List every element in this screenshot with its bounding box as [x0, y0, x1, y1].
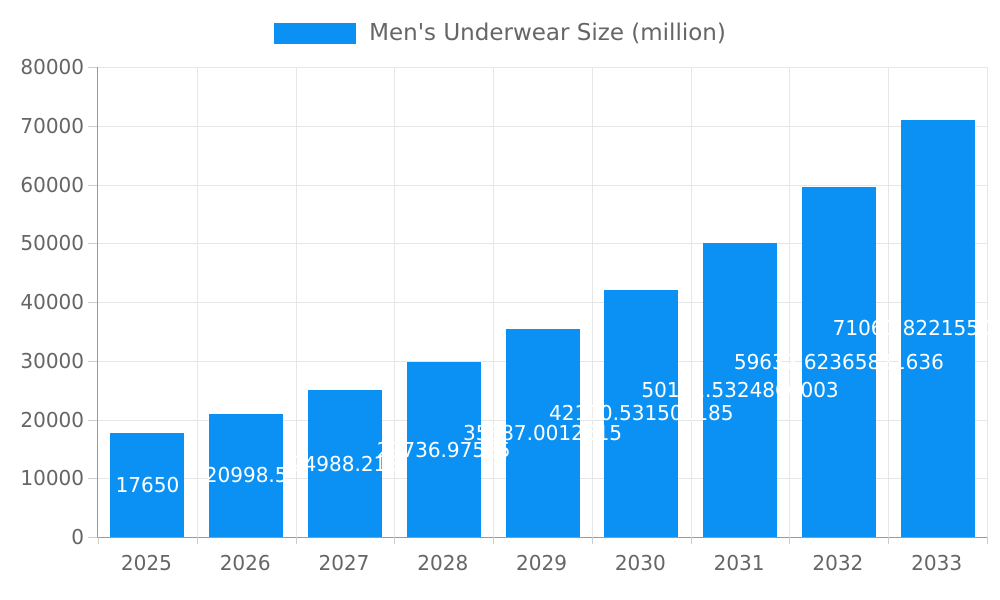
gridline-vertical [295, 67, 297, 537]
gridline-vertical [888, 67, 890, 537]
x-tick-mark [394, 537, 396, 544]
x-axis-tick-label: 2031 [713, 551, 765, 575]
bar-2029[interactable] [505, 329, 580, 537]
bar-2027[interactable] [307, 390, 382, 537]
gridline-vertical [690, 67, 692, 537]
y-axis-tick-label: 30000 [20, 348, 84, 373]
y-tick-mark [88, 478, 97, 480]
x-tick-mark [888, 537, 890, 544]
x-axis-tick-label: 2027 [318, 551, 370, 575]
gridline-vertical [394, 67, 396, 537]
y-tick-mark [88, 537, 97, 538]
gridline-vertical [196, 67, 198, 537]
y-axis-tick-label: 40000 [20, 290, 84, 314]
y-tick-mark [88, 67, 97, 68]
gridline-vertical [493, 67, 495, 537]
y-axis-tick-label: 20000 [20, 407, 84, 432]
y-tick-mark [88, 125, 97, 127]
x-axis-tick-label: 2029 [516, 551, 567, 575]
gridline-vertical [789, 67, 791, 537]
x-tick-mark [591, 537, 593, 544]
y-axis-tick-label: 60000 [20, 172, 84, 197]
x-axis-tick-label: 2028 [417, 551, 469, 575]
y-tick-mark [88, 419, 97, 421]
y-tick-mark [88, 184, 97, 186]
x-tick-mark [690, 537, 692, 544]
gridline-horizontal [98, 302, 987, 303]
gridline-horizontal [98, 184, 987, 186]
x-axis-tick-label: 2032 [812, 551, 864, 575]
bar-2025[interactable] [110, 433, 185, 537]
y-axis-tick-label: 0 [71, 525, 84, 549]
bar-2030[interactable] [604, 289, 679, 537]
y-axis-tick-label: 70000 [20, 113, 84, 138]
x-tick-mark [196, 537, 198, 544]
y-tick-mark [88, 360, 97, 362]
bar-2033[interactable] [900, 119, 975, 537]
y-tick-mark [88, 302, 97, 303]
y-tick-mark [88, 243, 97, 245]
bar-2028[interactable] [406, 362, 481, 537]
y-axis-tick-label: 10000 [20, 466, 84, 491]
bar-2031[interactable] [703, 242, 778, 537]
y-axis-tick-label: 50000 [20, 231, 84, 256]
plot-area: 17650 20998.5 24988.215 29736.97585 35387.00… [88, 67, 1000, 544]
gridline-horizontal [98, 125, 987, 127]
x-tick-mark [98, 537, 99, 544]
bar-2032[interactable] [801, 186, 876, 537]
x-tick-mark [987, 537, 988, 544]
x-axis-tick-label: 2033 [911, 551, 963, 575]
x-axis-tick-label: 2025 [120, 551, 172, 575]
gridline-horizontal [98, 67, 987, 68]
legend-label: Men's Underwear Size (million) [369, 20, 726, 46]
x-axis-tick-label: 2030 [614, 551, 666, 575]
gridline-vertical [987, 67, 988, 537]
bar-2026[interactable] [209, 413, 284, 537]
gridline-horizontal [98, 243, 987, 245]
legend[interactable]: Men's Underwear Size (million) [0, 20, 1000, 46]
x-tick-mark [493, 537, 495, 544]
legend-swatch [274, 22, 357, 44]
x-axis-tick-label: 2026 [219, 551, 271, 575]
y-axis-tick-label: 80000 [20, 55, 84, 79]
x-tick-mark [295, 537, 297, 544]
x-tick-mark [789, 537, 791, 544]
gridline-vertical [591, 67, 593, 537]
